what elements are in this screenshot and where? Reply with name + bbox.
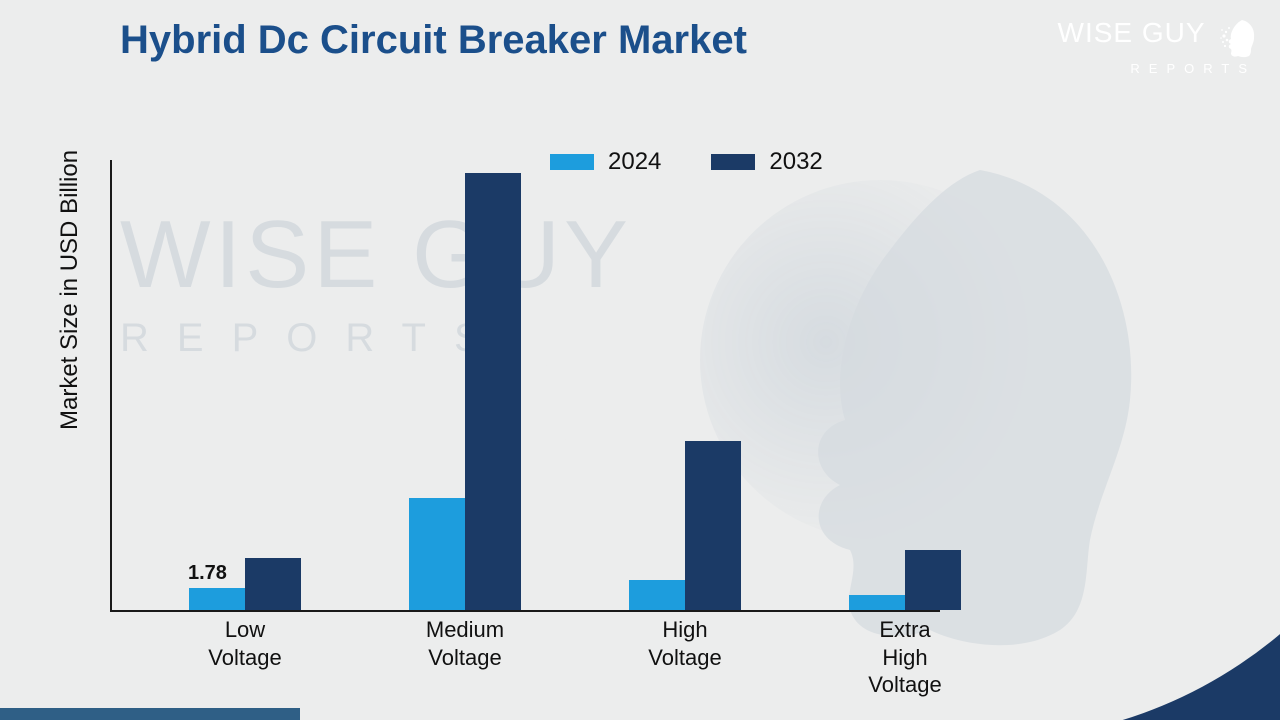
- brand-head-icon: [1218, 18, 1258, 58]
- bar-value-label: 1.78: [188, 562, 227, 585]
- brand-line2: REPORTS: [1058, 62, 1258, 75]
- bar: [245, 558, 301, 611]
- bar: [189, 588, 245, 610]
- brand-line1: WISE GUY: [1058, 17, 1206, 48]
- brand-logo: WISE GUY REPORTS: [1058, 18, 1258, 75]
- category-label: LowVoltage: [160, 616, 330, 671]
- page-title: Hybrid Dc Circuit Breaker Market: [120, 18, 747, 63]
- bar: [465, 173, 521, 611]
- category-label: HighVoltage: [600, 616, 770, 671]
- y-axis-label: Market Size in USD Billion: [56, 150, 84, 430]
- bar-group: [390, 173, 540, 611]
- category-label: ExtraHighVoltage: [820, 616, 990, 699]
- bar: [849, 595, 905, 610]
- bar-group: [830, 550, 980, 610]
- bar-chart: Market Size in USD Billion 2024 2032 Low…: [70, 160, 980, 700]
- bar: [409, 498, 465, 611]
- plot-area: LowVoltage1.78MediumVoltageHighVoltageEx…: [110, 160, 940, 610]
- brand-panel: [960, 0, 1280, 720]
- x-axis: [110, 610, 940, 612]
- bar: [629, 580, 685, 610]
- bar: [905, 550, 961, 610]
- bar: [685, 441, 741, 610]
- page-root: WISE GUY REPORTS WISE GUY REPORTS Hybrid…: [0, 0, 1280, 720]
- bar-group: [610, 441, 760, 610]
- bottom-accent-bar: [0, 708, 300, 720]
- category-label: MediumVoltage: [380, 616, 550, 671]
